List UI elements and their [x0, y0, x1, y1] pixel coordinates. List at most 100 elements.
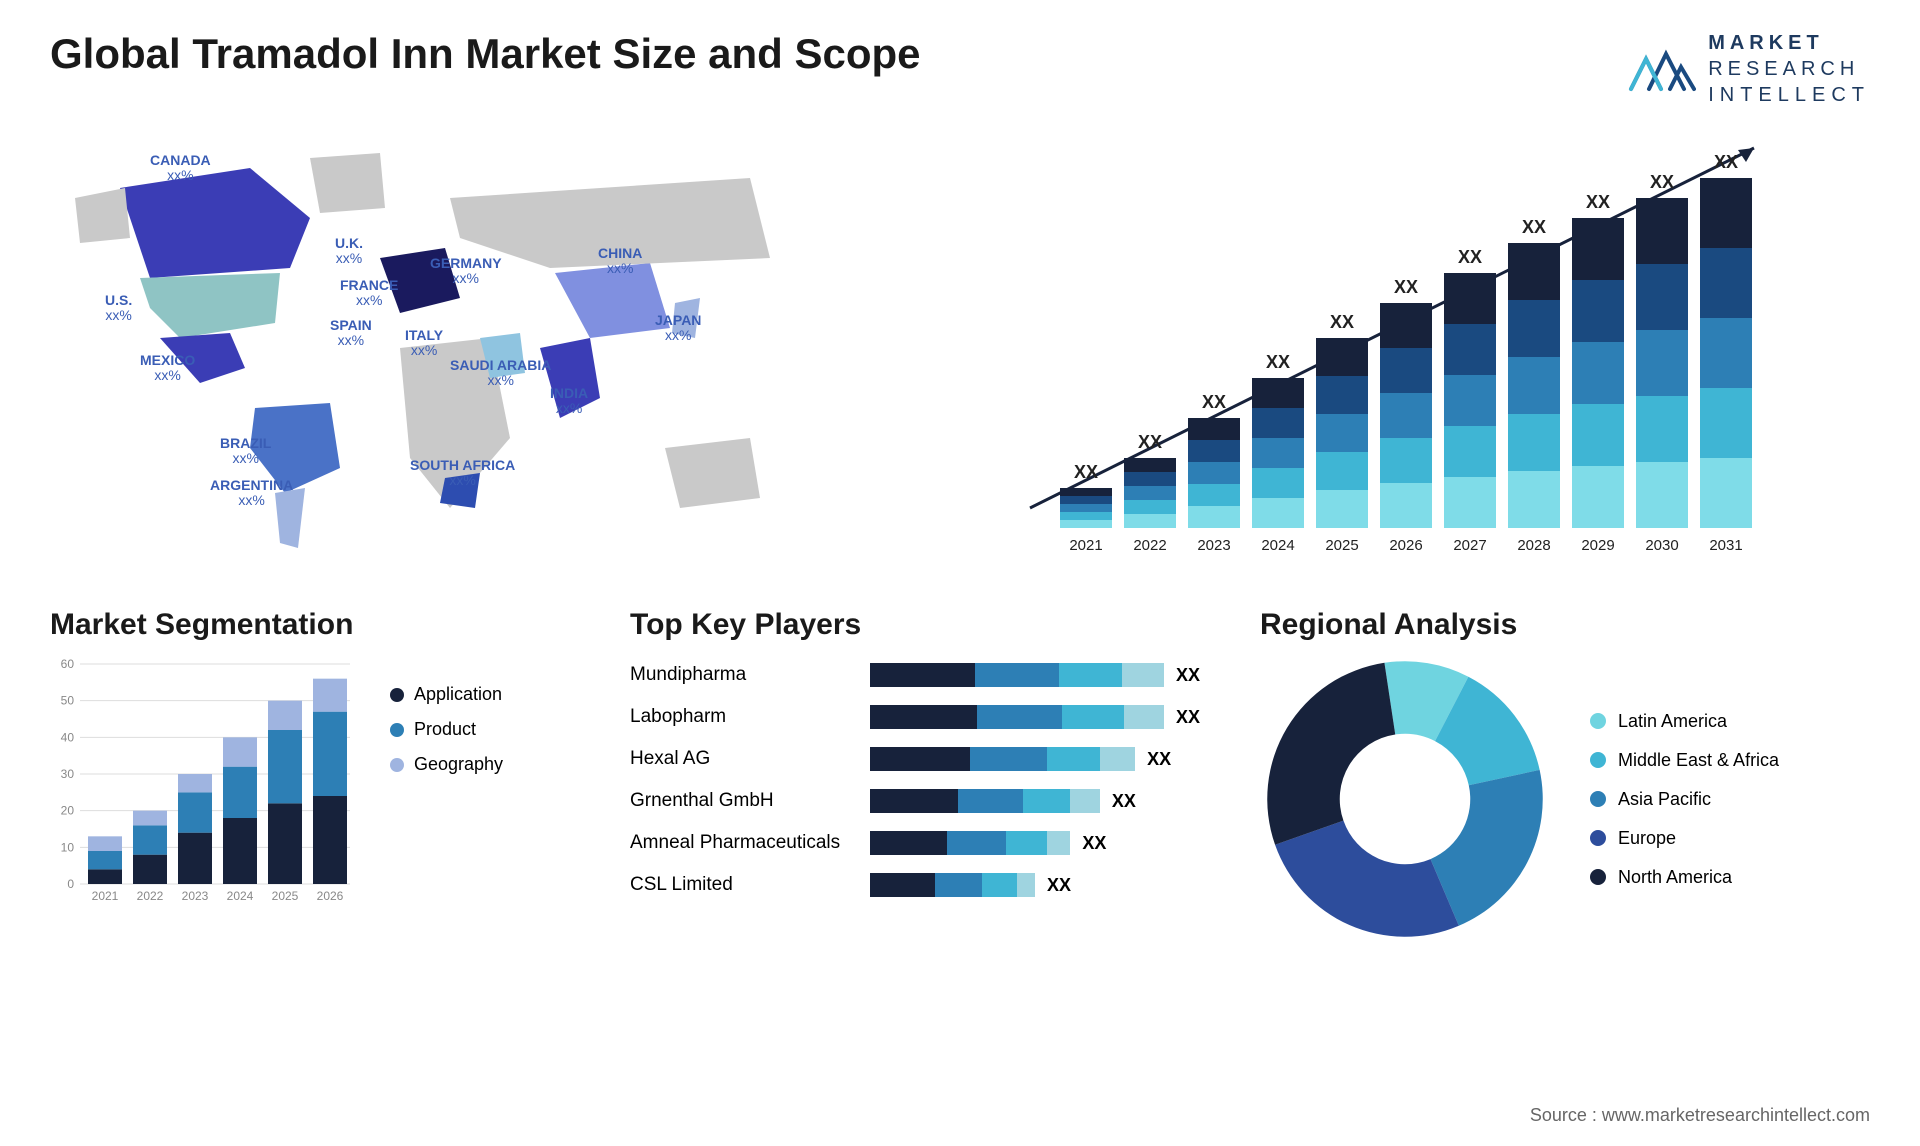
forecast-bar-segment — [1508, 300, 1560, 357]
seg-bar-segment — [178, 774, 212, 792]
segmentation-legend: Application Product Geography — [390, 654, 503, 904]
forecast-bar-segment — [1636, 330, 1688, 396]
page-title: Global Tramadol Inn Market Size and Scop… — [50, 30, 921, 78]
forecast-bar-label: XX — [1266, 352, 1290, 372]
forecast-bar-label: XX — [1330, 312, 1354, 332]
forecast-bar-label: XX — [1458, 247, 1482, 267]
segmentation-panel: Market Segmentation 01020304050602021202… — [50, 608, 570, 944]
seg-bar-segment — [88, 851, 122, 869]
segmentation-chart: 0102030405060202120222023202420252026 — [50, 654, 360, 904]
donut-slice — [1275, 821, 1459, 937]
map-region-australia — [665, 438, 760, 508]
forecast-bar-segment — [1700, 178, 1752, 248]
forecast-bar-segment — [1700, 458, 1752, 528]
svg-text:2025: 2025 — [272, 889, 299, 903]
player-value: XX — [1112, 791, 1136, 812]
forecast-bar-segment — [1380, 438, 1432, 483]
forecast-bar-label: XX — [1522, 217, 1546, 237]
forecast-bar-segment — [1060, 496, 1112, 504]
map-label: SOUTH AFRICAxx% — [410, 458, 515, 489]
map-label: ITALYxx% — [405, 328, 443, 359]
seg-bar-segment — [178, 792, 212, 832]
player-value: XX — [1082, 833, 1106, 854]
player-name: Amneal Pharmaceuticals — [630, 832, 870, 854]
regional-donut — [1260, 654, 1550, 944]
seg-legend-item: Application — [390, 684, 503, 705]
logo-text-3: INTELLECT — [1708, 82, 1870, 108]
forecast-bar-segment — [1252, 378, 1304, 408]
logo-text-1: MARKET — [1708, 30, 1870, 56]
forecast-bar-segment — [1508, 243, 1560, 300]
forecast-bar-segment — [1572, 218, 1624, 280]
map-label: ARGENTINAxx% — [210, 478, 293, 509]
svg-text:2024: 2024 — [227, 889, 254, 903]
forecast-bar-segment — [1188, 418, 1240, 440]
map-label: U.K.xx% — [335, 236, 363, 267]
forecast-bar-label: XX — [1650, 172, 1674, 192]
svg-text:2026: 2026 — [317, 889, 344, 903]
forecast-year-label: 2022 — [1133, 537, 1166, 554]
seg-legend-item: Product — [390, 719, 503, 740]
player-row: Hexal AGXX — [630, 738, 1200, 780]
player-value: XX — [1176, 707, 1200, 728]
seg-bar-segment — [313, 679, 347, 712]
forecast-bar-segment — [1444, 324, 1496, 375]
svg-text:0: 0 — [67, 877, 74, 891]
player-name: Hexal AG — [630, 748, 870, 770]
seg-bar-segment — [313, 712, 347, 796]
forecast-bar-segment — [1444, 375, 1496, 426]
forecast-year-label: 2024 — [1261, 537, 1294, 554]
svg-text:20: 20 — [61, 804, 75, 818]
logo-text-2: RESEARCH — [1708, 56, 1870, 82]
forecast-bar-segment — [1572, 404, 1624, 466]
forecast-year-label: 2030 — [1645, 537, 1678, 554]
map-label: U.S.xx% — [105, 293, 132, 324]
forecast-year-label: 2026 — [1389, 537, 1422, 554]
world-map: CANADAxx%U.S.xx%MEXICOxx%BRAZILxx%ARGENT… — [50, 138, 920, 558]
forecast-bar-segment — [1124, 500, 1176, 514]
seg-bar-segment — [268, 730, 302, 803]
player-bar — [870, 663, 1164, 687]
players-title: Top Key Players — [630, 608, 1200, 642]
forecast-bar-segment — [1700, 388, 1752, 458]
player-row: Amneal Pharmaceuticals XX — [630, 822, 1200, 864]
map-label: SAUDI ARABIAxx% — [450, 358, 551, 389]
logo-icon — [1626, 39, 1696, 99]
regional-panel: Regional Analysis Latin AmericaMiddle Ea… — [1260, 608, 1870, 944]
forecast-bar-segment — [1060, 504, 1112, 512]
player-row: MundipharmaXX — [630, 654, 1200, 696]
forecast-bar-segment — [1636, 396, 1688, 462]
forecast-bar-segment — [1316, 414, 1368, 452]
forecast-bar-label: XX — [1394, 277, 1418, 297]
map-label: SPAINxx% — [330, 318, 372, 349]
map-label: BRAZILxx% — [220, 436, 271, 467]
forecast-bar-segment — [1572, 466, 1624, 528]
forecast-bar-segment — [1572, 280, 1624, 342]
player-row: CSL Limited XX — [630, 864, 1200, 906]
regional-legend-item: Asia Pacific — [1590, 789, 1779, 810]
forecast-bar-segment — [1316, 452, 1368, 490]
regional-title: Regional Analysis — [1260, 608, 1870, 642]
seg-legend-item: Geography — [390, 754, 503, 775]
player-name: CSL Limited — [630, 874, 870, 896]
forecast-bar-segment — [1636, 264, 1688, 330]
forecast-bar-segment — [1316, 338, 1368, 376]
player-value: XX — [1047, 875, 1071, 896]
svg-text:2023: 2023 — [182, 889, 209, 903]
seg-bar-segment — [178, 833, 212, 884]
map-region-alaska — [75, 188, 130, 243]
forecast-bar-segment — [1060, 520, 1112, 528]
svg-text:40: 40 — [61, 730, 75, 744]
regional-legend-item: Europe — [1590, 828, 1779, 849]
forecast-bar-segment — [1188, 484, 1240, 506]
forecast-bar-label: XX — [1138, 432, 1162, 452]
player-bar — [870, 789, 1100, 813]
forecast-bar-segment — [1316, 376, 1368, 414]
forecast-bar-segment — [1252, 408, 1304, 438]
forecast-bar-segment — [1380, 393, 1432, 438]
forecast-bar-label: XX — [1202, 392, 1226, 412]
map-label: JAPANxx% — [655, 313, 701, 344]
seg-bar-segment — [223, 767, 257, 818]
forecast-bar-segment — [1252, 438, 1304, 468]
seg-bar-segment — [133, 825, 167, 854]
